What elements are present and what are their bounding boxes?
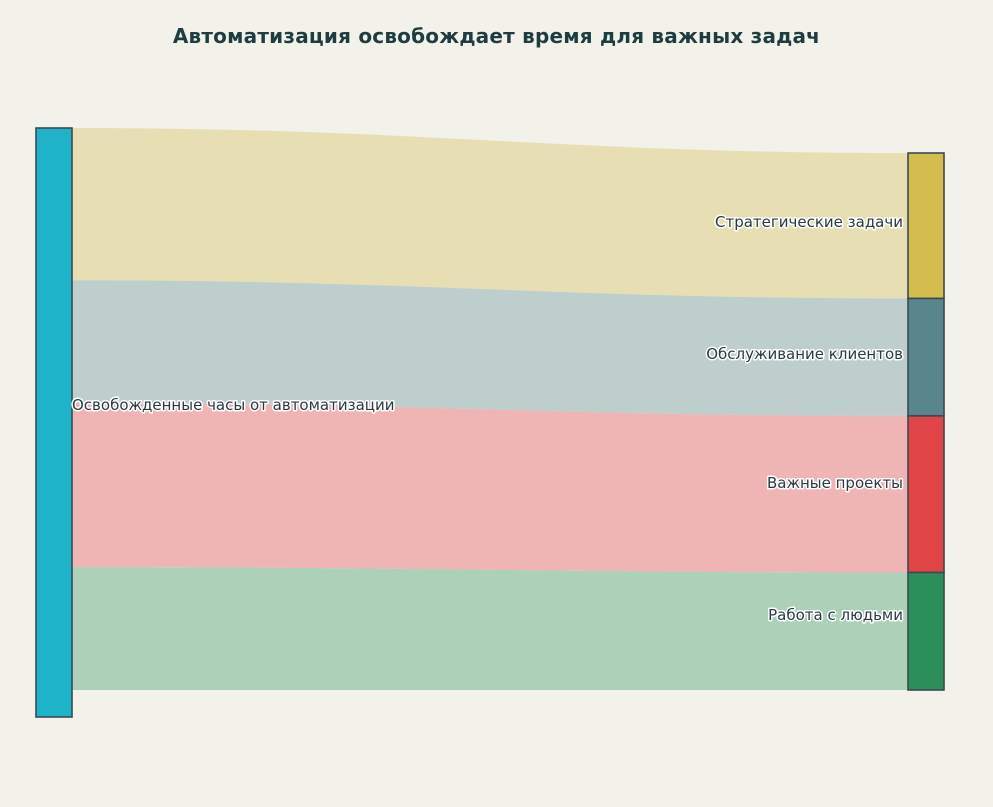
page-title: Автоматизация освобождает время для важн… <box>172 24 821 48</box>
node-label-source: Освобожденные часы от автоматизации <box>72 396 394 414</box>
link-source-to-people[interactable] <box>72 567 908 690</box>
node-label-people: Работа с людьми <box>768 606 903 624</box>
link-source-to-strategic[interactable] <box>72 128 908 299</box>
link-source-to-clients[interactable] <box>72 280 908 416</box>
node-people[interactable] <box>907 571 945 691</box>
node-label-projects: Важные проекты <box>767 474 903 492</box>
link-source-to-projects[interactable] <box>72 403 908 573</box>
node-label-clients: Обслуживание клиентов <box>706 345 903 363</box>
sankey-links <box>72 128 908 690</box>
sankey-labels: Освобожденные часы от автоматизации Стра… <box>71 212 905 626</box>
node-strategic[interactable] <box>907 152 945 300</box>
sankey-nodes <box>35 127 945 718</box>
node-source[interactable] <box>35 127 73 718</box>
node-label-strategic: Стратегические задачи <box>715 213 903 231</box>
node-clients[interactable] <box>907 297 945 417</box>
node-projects[interactable] <box>907 415 945 574</box>
